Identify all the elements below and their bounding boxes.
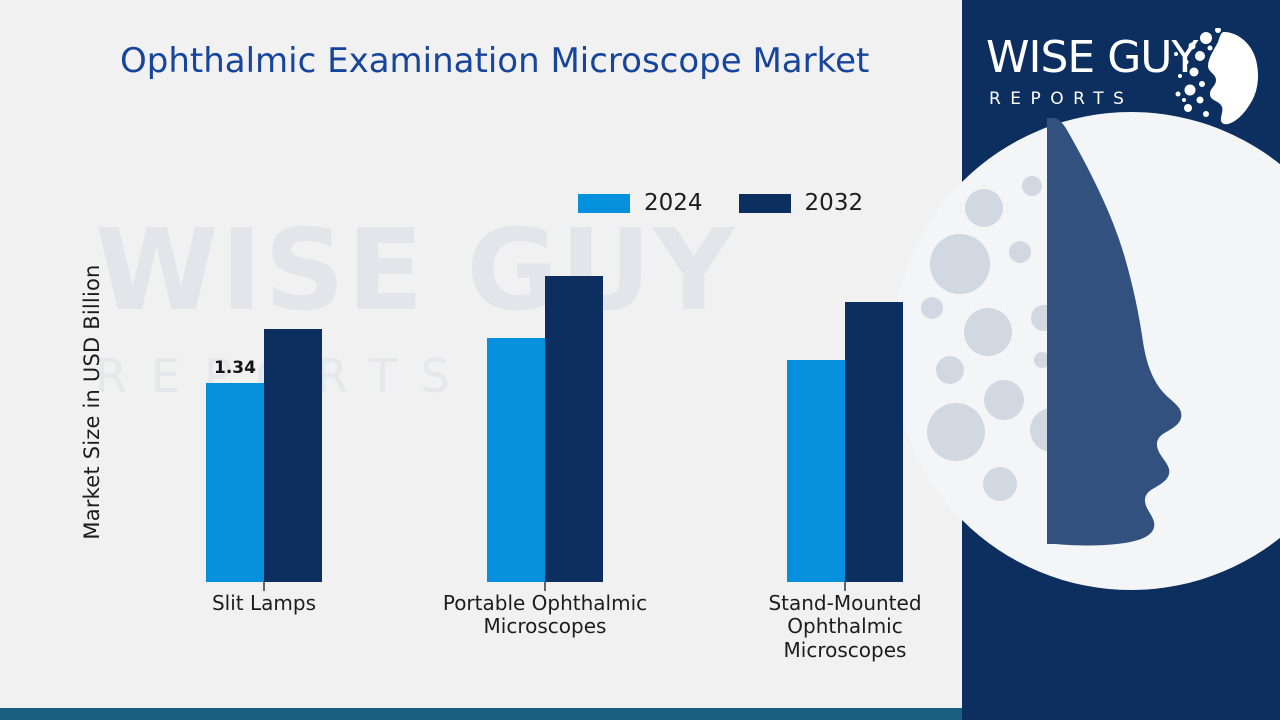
- x-axis-category-label: Stand-Mounted Ophthalmic Microscopes: [768, 591, 922, 662]
- bar-2032[interactable]: [545, 275, 603, 582]
- bar-group: Portable Ophthalmic Microscopes: [443, 240, 647, 638]
- bar-2032[interactable]: [264, 329, 322, 582]
- brand-logo: WISE GUY REPORTS: [986, 28, 1258, 128]
- logo-reports-text: REPORTS: [989, 89, 1134, 109]
- bar-2032[interactable]: [845, 302, 903, 582]
- legend-item-2032: 2032: [738, 190, 864, 216]
- bar-group: 1.34 Slit Lamps: [206, 240, 322, 615]
- legend-swatch-2032: [738, 194, 791, 213]
- legend-label-2024: 2024: [644, 190, 703, 216]
- chart-legend: 2024 2032: [578, 192, 863, 215]
- bar-2024[interactable]: [787, 360, 845, 582]
- x-axis-tick: [263, 582, 265, 591]
- head-silhouette-icon: [1047, 118, 1182, 546]
- logo-head-icon: [1174, 28, 1258, 125]
- plot-area: 1.34 Slit Lamps Portable Ophthalmic Micros…: [118, 240, 948, 662]
- x-axis-category-label: Portable Ophthalmic Microscopes: [442, 591, 648, 639]
- bar-value-label: 1.34: [214, 357, 256, 378]
- x-axis-tick: [844, 582, 846, 591]
- page-title: Ophthalmic Examination Microscope Market: [120, 41, 870, 81]
- bar-chart: Market Size in USD Billion 2024 2032 1.3…: [80, 192, 948, 662]
- legend-label-2032: 2032: [804, 190, 864, 216]
- bar-2024[interactable]: [206, 382, 264, 582]
- legend-item-2024: 2024: [578, 192, 703, 215]
- legend-swatch-2024: [578, 194, 630, 213]
- bar-group: Stand-Mounted Ophthalmic Microscopes: [768, 240, 922, 662]
- x-axis-tick: [544, 582, 546, 591]
- bar-2024[interactable]: [487, 338, 545, 582]
- logo-wiseguy-text: WISE GUY: [986, 32, 1198, 83]
- y-axis-label: Market Size in USD Billion: [80, 264, 104, 540]
- bottom-accent-strip: [0, 708, 962, 720]
- x-axis-category-label: Slit Lamps: [211, 591, 316, 615]
